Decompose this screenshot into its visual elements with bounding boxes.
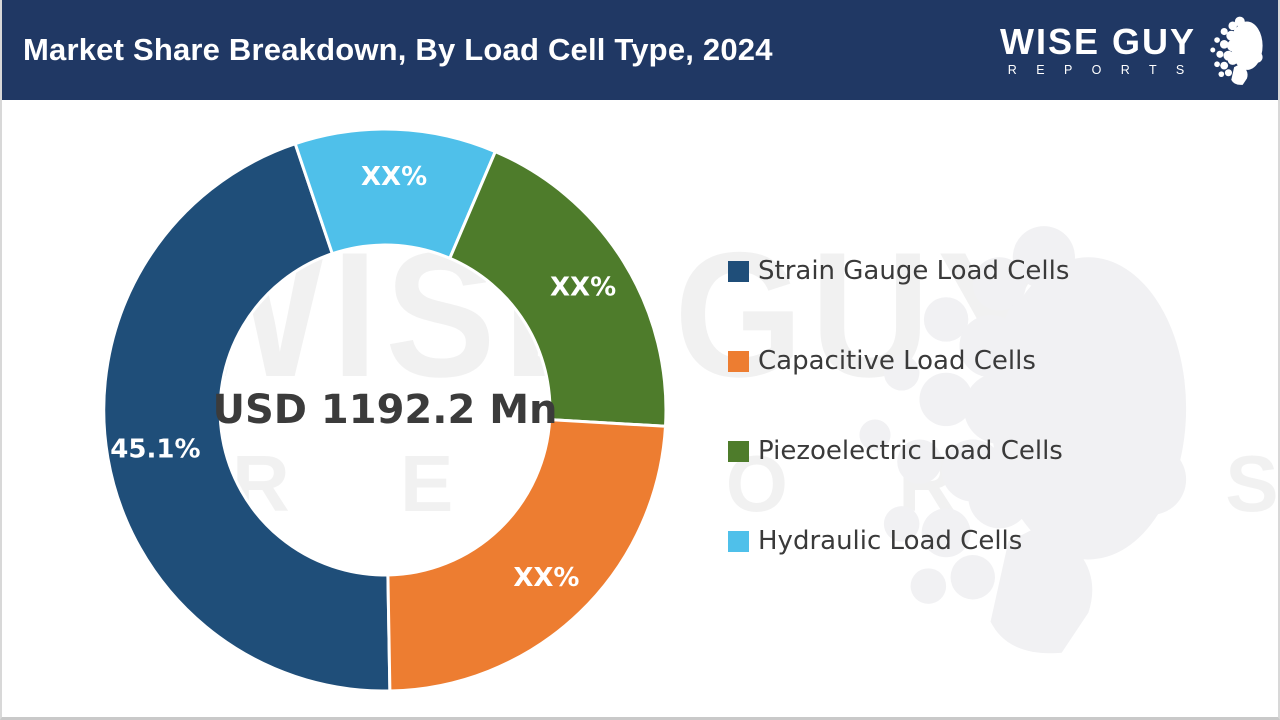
logo-wordmark: WISE GUY <box>999 20 1196 62</box>
wiseguy-logo-text: WISE GUY R E P O R T S <box>999 20 1196 77</box>
wiseguy-head-icon <box>1210 16 1263 85</box>
donut-segment-piezoelectric-load-cells <box>448 150 668 428</box>
legend-item-strain-gauge-load-cells: Strain Gauge Load Cells <box>728 257 1069 285</box>
legend-label: Strain Gauge Load Cells <box>758 256 1070 286</box>
segment-value-label-hydraulic-load-cells: XX% <box>361 162 427 192</box>
legend-label: Capacitive Load Cells <box>758 346 1036 376</box>
header-bar: Market Share Breakdown, By Load Cell Typ… <box>0 0 1280 100</box>
donut-chart: 45.1% XX% XX% XX% <box>102 127 668 693</box>
legend-swatch <box>728 530 749 552</box>
segment-value-label-piezoelectric-load-cells: XX% <box>550 272 616 302</box>
segment-value-label-capacitive-load-cells: XX% <box>513 563 579 593</box>
legend-label: Hydraulic Load Cells <box>758 526 1023 556</box>
legend-swatch <box>728 350 749 372</box>
donut-segment-capacitive-load-cells <box>386 418 667 693</box>
legend-item-hydraulic-load-cells: Hydraulic Load Cells <box>728 527 1069 555</box>
chart-center-value: USD 1192.2 Mn <box>212 387 558 433</box>
page-title: Market Share Breakdown, By Load Cell Typ… <box>23 32 773 67</box>
chart-legend: Strain Gauge Load Cells Capacitive Load C… <box>728 257 1069 555</box>
legend-swatch <box>728 260 749 282</box>
logo-subtext: R E P O R T S <box>1007 62 1193 77</box>
legend-label: Piezoelectric Load Cells <box>758 436 1063 466</box>
legend-item-piezoelectric-load-cells: Piezoelectric Load Cells <box>728 437 1069 465</box>
wiseguy-logo: WISE GUY R E P O R T S <box>1000 11 1264 89</box>
donut-segment-strain-gauge-load-cells <box>102 142 392 693</box>
legend-swatch <box>728 440 749 462</box>
legend-item-capacitive-load-cells: Capacitive Load Cells <box>728 347 1069 375</box>
segment-value-label-strain-gauge-load-cells: 45.1% <box>110 435 200 465</box>
